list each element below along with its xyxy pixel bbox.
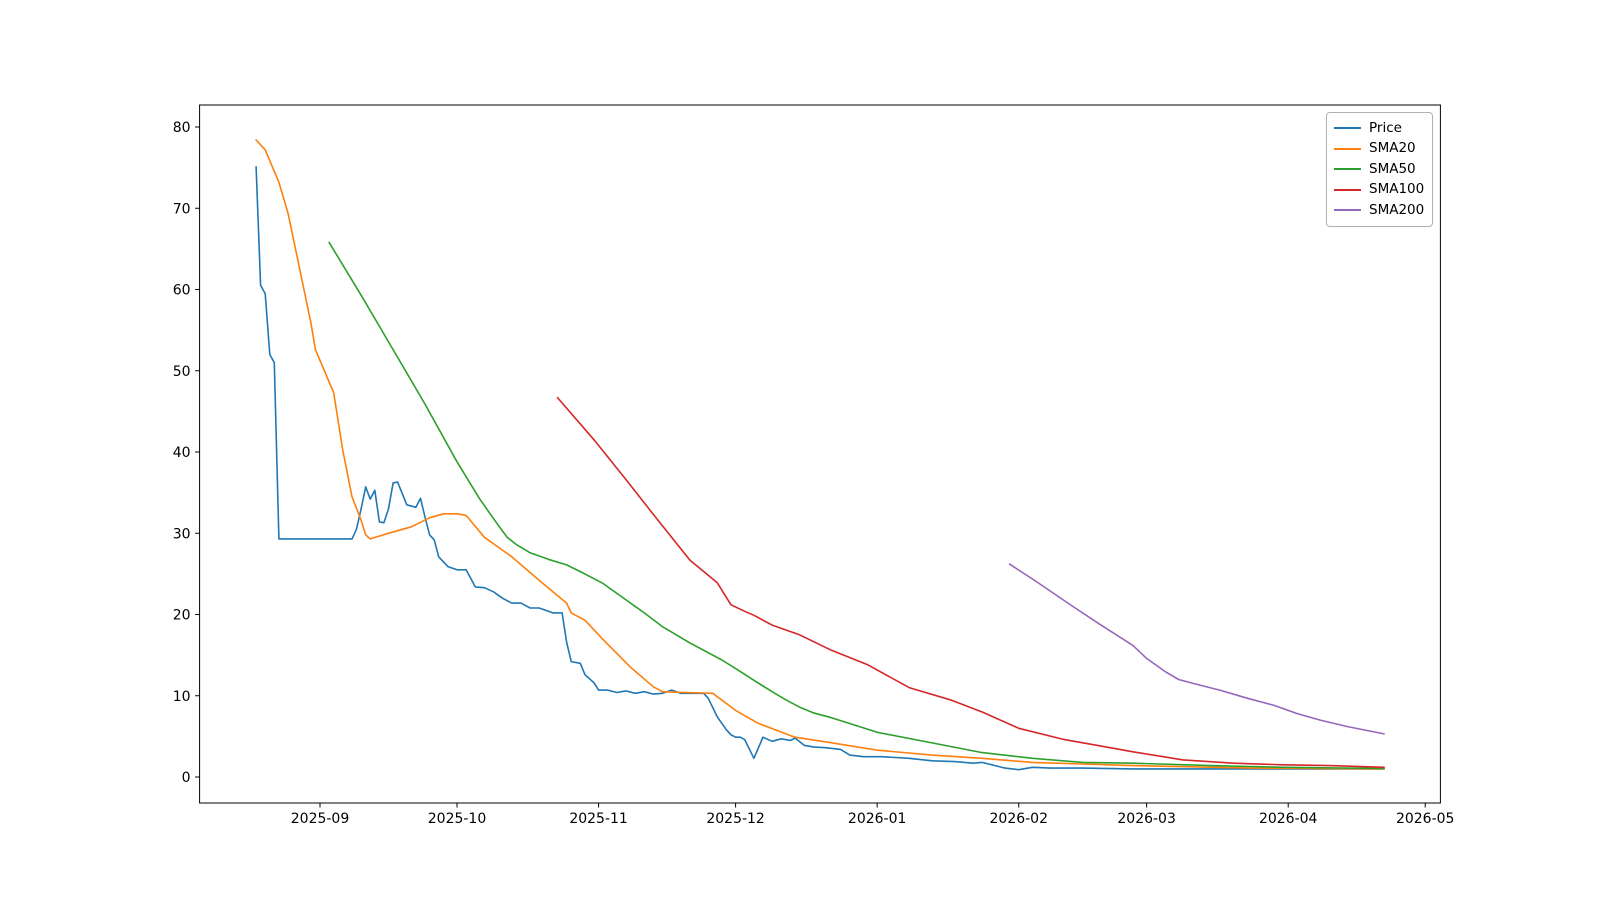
legend-label-sma100: SMA100 <box>1369 181 1425 197</box>
sma50-line <box>328 241 1385 770</box>
x-tick-label: 2025-10 <box>428 811 487 827</box>
x-tick-label: 2025-12 <box>706 811 765 827</box>
x-tick-label: 2026-03 <box>1117 811 1176 827</box>
x-tick-label: 2026-01 <box>848 811 907 827</box>
legend-item-sma20: SMA20 <box>1334 139 1425 160</box>
sma20-line <box>255 139 1385 770</box>
x-tick-label: 2026-02 <box>990 811 1049 827</box>
x-tick-label: 2025-09 <box>291 811 350 827</box>
legend-label-sma200: SMA200 <box>1369 201 1425 218</box>
legend-label-sma50: SMA50 <box>1369 160 1416 177</box>
legend-label-price: Price <box>1369 119 1402 136</box>
y-tick-label: 10 <box>173 689 191 705</box>
legend-item-sma50: SMA50 <box>1334 159 1425 180</box>
y-tick-label: 20 <box>173 608 191 624</box>
x-tick-label: 2025-11 <box>569 811 628 827</box>
sma100-line-swatch <box>1334 188 1361 191</box>
legend-label-sma20: SMA20 <box>1369 140 1416 156</box>
price-line-swatch <box>1334 127 1361 130</box>
y-tick-label: 70 <box>173 201 191 217</box>
sma200-line <box>1008 563 1385 735</box>
y-tick-label: 40 <box>173 445 191 461</box>
y-tick-label: 0 <box>182 770 191 786</box>
legend: Price SMA20 SMA50 SMA100 SMA200 <box>1326 112 1433 227</box>
sma100-line <box>556 396 1385 769</box>
y-tick-label: 80 <box>173 120 191 136</box>
y-tick-label: 50 <box>173 364 191 380</box>
y-tick-label: 30 <box>173 526 191 542</box>
x-tick-label: 2026-04 <box>1259 811 1318 827</box>
sma200-line-swatch <box>1334 209 1361 212</box>
legend-item-sma100: SMA100 <box>1334 180 1425 201</box>
axes-box <box>199 104 1441 804</box>
sma50-line-swatch <box>1334 168 1361 171</box>
x-tick-label: 2026-05 <box>1396 811 1455 827</box>
sma20-line-swatch <box>1334 147 1361 150</box>
price-line <box>255 166 1385 771</box>
y-tick-label: 60 <box>173 283 191 299</box>
legend-item-sma200: SMA200 <box>1334 200 1425 221</box>
legend-item-price: Price <box>1334 118 1425 139</box>
